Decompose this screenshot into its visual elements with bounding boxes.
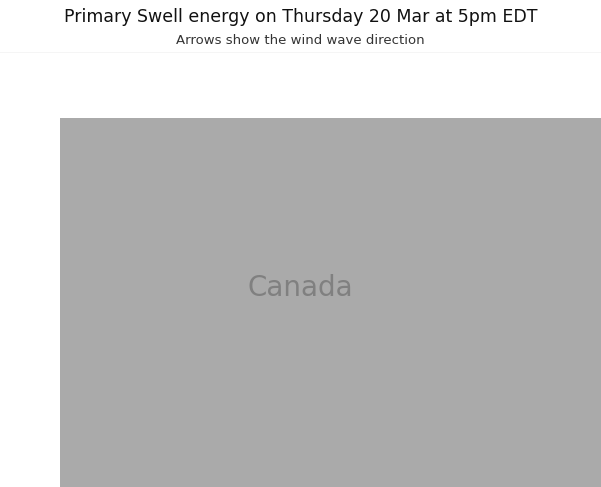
Bar xyxy=(60,118,601,487)
Text: Primary Swell energy on Thursday 20 Mar at 5pm EDT: Primary Swell energy on Thursday 20 Mar … xyxy=(64,8,537,26)
Text: Arrows show the wind wave direction: Arrows show the wind wave direction xyxy=(176,34,425,47)
Text: Canada: Canada xyxy=(247,274,353,302)
